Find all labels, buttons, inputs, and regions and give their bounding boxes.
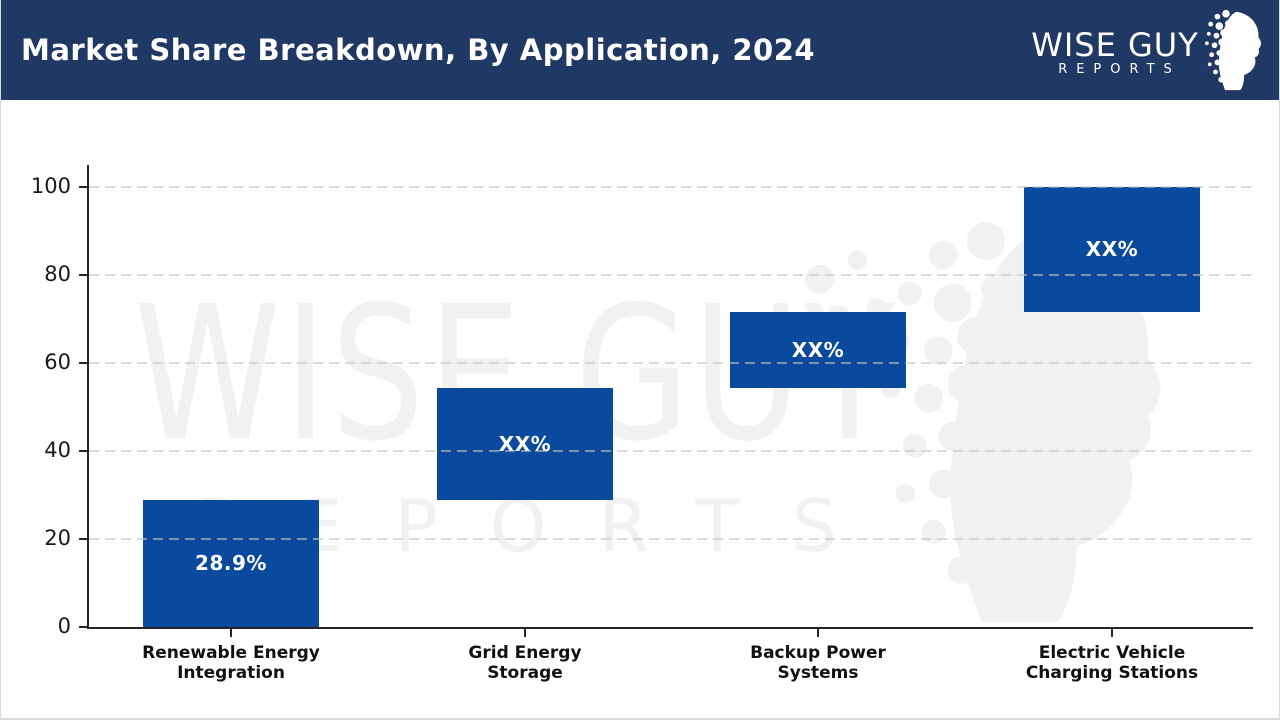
gridline-60: [89, 362, 1251, 364]
y-tick-label: 100: [30, 174, 71, 198]
category-label: Backup Power Systems: [750, 643, 886, 684]
brand-logo: WISE GUY REPORTS: [1013, 6, 1269, 94]
category-label: Electric Vehicle Charging Stations: [1025, 643, 1199, 684]
y-axis-line: [87, 165, 89, 629]
category-label: Renewable Energy Integration: [142, 643, 320, 684]
gridline-20: [89, 538, 1251, 540]
bar-value-label: XX%: [1085, 237, 1139, 262]
brand-subtitle: REPORTS: [1058, 62, 1181, 77]
y-tick-mark: [79, 186, 88, 188]
x-axis-line: [87, 627, 1253, 629]
y-tick-mark: [79, 626, 88, 628]
bar-segment: XX%: [437, 388, 613, 500]
x-tick-mark: [817, 629, 819, 637]
x-tick-mark: [524, 629, 526, 637]
bar-segment: 28.9%: [143, 499, 319, 627]
gridline-80: [89, 274, 1251, 276]
x-tick-mark: [1111, 629, 1113, 637]
gridline-40: [89, 450, 1251, 452]
y-tick-label: 40: [44, 438, 71, 462]
brand-name: WISE GUY: [1031, 26, 1199, 64]
bar-value-label: 28.9%: [195, 551, 267, 576]
page-title: Market Share Breakdown, By Application, …: [21, 33, 816, 67]
y-tick-label: 60: [44, 350, 71, 374]
bar-value-label: XX%: [791, 338, 845, 362]
y-tick-mark: [79, 362, 88, 364]
y-tick-label: 0: [57, 614, 71, 638]
bar-value-label: XX%: [498, 431, 552, 456]
plot-area: 28.9% XX% XX% XX% 0 20 40 60 80 100 Renewable Ene…: [1, 100, 1279, 718]
y-tick-label: 20: [44, 526, 71, 550]
header-band: Market Share Breakdown, By Application, …: [1, 0, 1279, 100]
category-label: Grid Energy Storage: [468, 643, 582, 684]
y-tick-label: 80: [44, 262, 71, 286]
y-tick-mark: [79, 538, 88, 540]
bar-segment: XX%: [1024, 187, 1200, 312]
brand-face-icon: [1204, 9, 1262, 91]
bar-segment: XX%: [730, 311, 906, 389]
gridline-100: [89, 186, 1251, 188]
x-tick-mark: [230, 629, 232, 637]
y-tick-mark: [79, 450, 88, 452]
y-tick-mark: [79, 274, 88, 276]
